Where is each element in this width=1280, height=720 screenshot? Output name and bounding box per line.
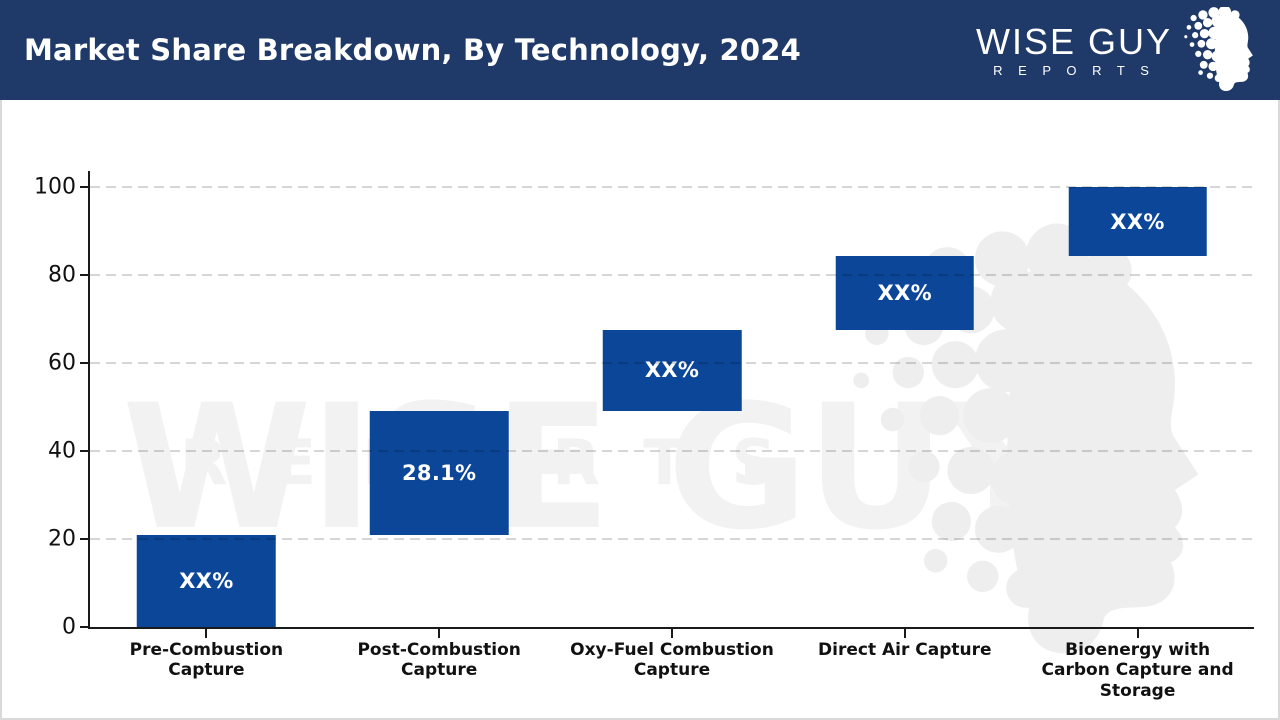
gridline	[90, 362, 1254, 364]
bar-value-label: XX%	[179, 568, 234, 593]
x-tick-mark	[671, 629, 673, 638]
x-axis-label-direct-air: Direct Air Capture	[818, 640, 992, 660]
gridline	[90, 186, 1254, 188]
bar-value-label: XX%	[644, 358, 700, 383]
bar-value-label: XX%	[877, 281, 932, 306]
bar-value-label: 28.1%	[402, 460, 477, 485]
y-tick-label: 20	[48, 526, 76, 552]
gridline	[90, 538, 1254, 540]
x-axis-label-pre-combustion: Pre-Combustion Capture	[129, 640, 284, 681]
x-tick-mark	[903, 629, 906, 638]
logo-text: WISE GUY R E P O R T S	[975, 20, 1172, 78]
bar-value-label: XX%	[1110, 209, 1165, 234]
logo-subtitle: R E P O R T S	[993, 62, 1155, 78]
x-axis-label-bioenergy: Bioenergy with Carbon Capture and Storag…	[1041, 640, 1234, 701]
x-axis-label-post-combustion: Post-Combustion Capture	[357, 640, 521, 681]
gridline	[90, 274, 1254, 276]
page-title: Market Share Breakdown, By Technology, 2…	[24, 33, 802, 67]
bar-post-combustion-capture[interactable]: 28.1%	[369, 410, 509, 535]
y-tick-mark	[80, 362, 88, 364]
x-axis-labels: Pre-Combustion Capture Post-Combustion C…	[90, 640, 1254, 710]
x-axis-label-oxy-fuel: Oxy-Fuel Combustion Capture	[570, 640, 774, 681]
x-tick-mark	[205, 629, 208, 638]
header-bar: Market Share Breakdown, By Technology, 2…	[0, 0, 1280, 100]
logo-face-icon	[1184, 7, 1253, 92]
y-tick-label: 100	[34, 174, 76, 200]
x-tick-mark	[438, 629, 441, 638]
x-tick-mark	[1136, 629, 1139, 638]
y-tick-label: 80	[48, 262, 76, 288]
y-axis-line	[88, 171, 90, 627]
y-tick-mark	[80, 538, 88, 540]
y-tick-mark	[80, 186, 88, 188]
bar-oxy-fuel-combustion-capture[interactable]: XX%	[602, 330, 742, 411]
y-tick-mark	[80, 450, 88, 452]
bar-direct-air-capture[interactable]: XX%	[835, 256, 975, 330]
gridline	[90, 450, 1254, 452]
y-tick-label: 60	[48, 350, 76, 376]
y-tick-mark	[80, 274, 88, 276]
plot-area: XX% 28.1% XX% XX% XX% 0 20 40 60 80 100	[34, 171, 1254, 640]
y-tick-label: 0	[62, 614, 76, 640]
y-tick-label: 40	[48, 438, 76, 464]
logo-name: WISE GUY	[975, 20, 1172, 62]
x-axis-line	[88, 627, 1254, 629]
bar-pre-combustion-capture[interactable]: XX%	[137, 534, 276, 627]
bar-bioenergy-ccs[interactable]: XX%	[1068, 187, 1207, 257]
wise-guy-logo: WISE GUY R E P O R T S	[976, 7, 1256, 93]
y-tick-mark	[80, 626, 88, 628]
